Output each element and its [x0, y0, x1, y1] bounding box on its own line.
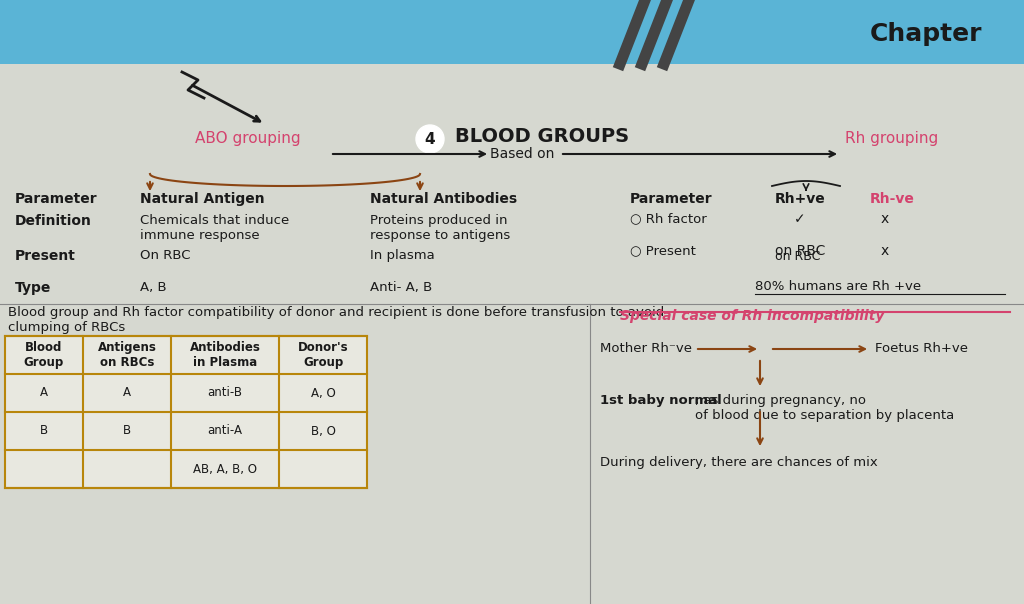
Text: ABO grouping: ABO grouping — [195, 130, 301, 146]
Text: Definition: Definition — [15, 214, 92, 228]
Text: During delivery, there are chances of mix: During delivery, there are chances of mi… — [600, 456, 878, 469]
Text: Antibodies
in Plasma: Antibodies in Plasma — [189, 341, 260, 369]
Text: A, B: A, B — [140, 281, 167, 294]
Text: B: B — [123, 425, 131, 437]
Text: Rh+ve: Rh+ve — [775, 192, 825, 206]
Text: In plasma: In plasma — [370, 249, 435, 262]
Text: on RBC: on RBC — [775, 249, 820, 263]
Text: anti-B: anti-B — [208, 387, 243, 399]
Text: Present: Present — [15, 249, 76, 263]
Bar — [5, 336, 367, 488]
Text: 4: 4 — [425, 132, 435, 147]
Text: Type: Type — [15, 281, 51, 295]
Text: Antigens
on RBCs: Antigens on RBCs — [97, 341, 157, 369]
Text: 80% humans are Rh +ve: 80% humans are Rh +ve — [755, 280, 922, 292]
Text: BLOOD GROUPS: BLOOD GROUPS — [455, 126, 629, 146]
Text: B, O: B, O — [310, 425, 336, 437]
Circle shape — [416, 125, 444, 153]
Text: Special case of Rh incompatibility: Special case of Rh incompatibility — [620, 309, 885, 323]
Text: A, O: A, O — [310, 387, 336, 399]
Text: on RBC: on RBC — [775, 244, 825, 258]
Text: Anti- A, B: Anti- A, B — [370, 281, 432, 294]
Text: AB, A, B, O: AB, A, B, O — [193, 463, 257, 475]
Text: x: x — [881, 212, 889, 226]
Text: 1st baby normal: 1st baby normal — [600, 394, 722, 407]
Text: Chemicals that induce
immune response: Chemicals that induce immune response — [140, 214, 289, 242]
Text: anti-A: anti-A — [208, 425, 243, 437]
Text: Chapter: Chapter — [870, 22, 982, 46]
Text: Rh-ve: Rh-ve — [870, 192, 914, 206]
Text: On RBC: On RBC — [140, 249, 190, 262]
Text: A: A — [40, 387, 48, 399]
Text: Proteins produced in
response to antigens: Proteins produced in response to antigen… — [370, 214, 510, 242]
Text: Donor's
Group: Donor's Group — [298, 341, 348, 369]
Text: Foetus Rh+ve: Foetus Rh+ve — [874, 342, 968, 356]
Text: Blood
Group: Blood Group — [24, 341, 65, 369]
Text: B: B — [40, 425, 48, 437]
Text: Mother Rh⁻ve: Mother Rh⁻ve — [600, 342, 692, 356]
Text: Parameter: Parameter — [15, 192, 97, 206]
Text: A: A — [123, 387, 131, 399]
Text: ○ Rh factor: ○ Rh factor — [630, 213, 707, 225]
Bar — [0, 0, 1024, 64]
Text: ○ Present: ○ Present — [630, 245, 696, 257]
Text: ✓: ✓ — [795, 212, 806, 226]
Text: Based on: Based on — [490, 147, 554, 161]
Text: Natural Antigen: Natural Antigen — [140, 192, 264, 206]
Text: Parameter: Parameter — [630, 192, 713, 206]
Text: x: x — [881, 244, 889, 258]
Text: Blood group and Rh factor compatibility of donor and recipient is done before tr: Blood group and Rh factor compatibility … — [8, 306, 665, 334]
Text: , as during pregnancy, no
of blood due to separation by placenta: , as during pregnancy, no of blood due t… — [695, 394, 954, 422]
Text: Rh grouping: Rh grouping — [845, 132, 938, 147]
Text: Natural Antibodies: Natural Antibodies — [370, 192, 517, 206]
